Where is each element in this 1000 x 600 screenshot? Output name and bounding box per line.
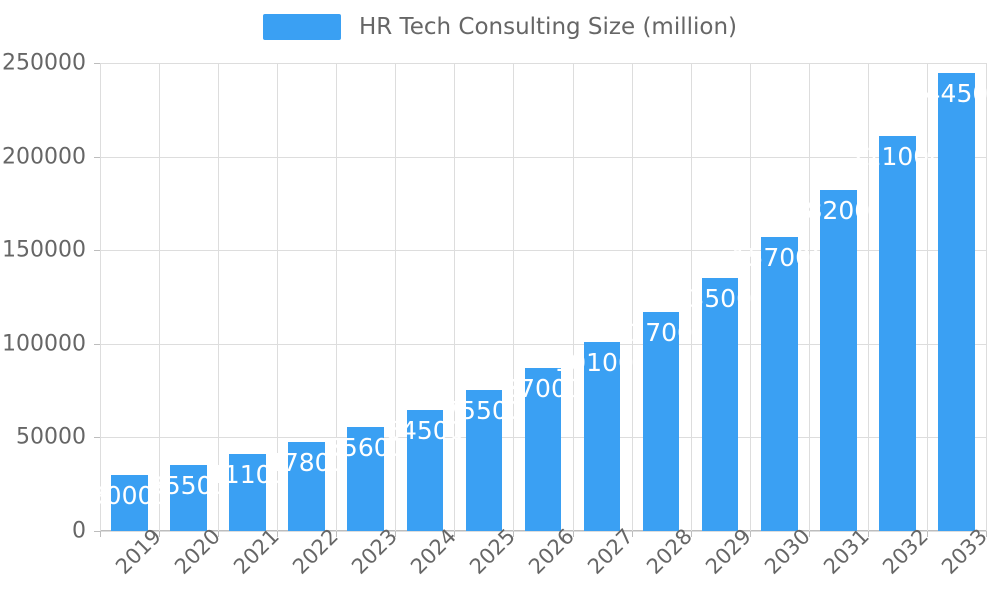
bar[interactable] [879, 136, 916, 531]
x-axis-tick-mark [809, 531, 810, 537]
bar[interactable] [583, 341, 621, 531]
gridline-vertical [159, 63, 160, 531]
x-axis-tick-label: 2020 [169, 524, 225, 579]
y-axis-tick-label: 50000 [16, 424, 86, 450]
gridline-vertical [986, 63, 987, 531]
bar[interactable] [465, 389, 503, 531]
y-axis-tick-mark [94, 156, 100, 158]
y-axis-tick-label: 100000 [2, 331, 86, 357]
bar[interactable] [347, 426, 385, 531]
gridline-vertical [750, 63, 751, 531]
x-axis-tick-label: 2029 [701, 524, 757, 579]
x-axis-tick-label: 2024 [405, 524, 461, 579]
x-axis-tick-mark [750, 531, 751, 537]
x-axis: 2019 2020 2021 2022 2023 2024 2025 2026 2027 2028… [100, 524, 993, 600]
gridline-vertical [927, 63, 928, 531]
gridline-vertical [454, 63, 455, 531]
x-axis-tick-mark [395, 531, 396, 537]
legend-item-label[interactable]: HR Tech Consulting Size (million) [358, 14, 738, 40]
gridline-vertical [395, 63, 396, 531]
y-axis-tick-mark [94, 250, 100, 252]
gridline-vertical [691, 63, 692, 531]
gridline-vertical [218, 63, 219, 531]
y-axis-tick-label: 250000 [2, 50, 86, 76]
gridline-vertical [573, 63, 574, 531]
y-axis-tick-label: 200000 [2, 144, 86, 170]
legend-swatch-icon[interactable] [262, 14, 341, 40]
x-axis-tick-mark [336, 531, 337, 537]
bar[interactable] [229, 454, 266, 531]
bar[interactable] [701, 278, 739, 531]
x-axis-tick-label: 2032 [878, 524, 934, 579]
y-axis-tick-mark [94, 531, 100, 532]
x-axis-tick-label: 2025 [465, 524, 520, 579]
bar[interactable] [760, 237, 798, 531]
x-axis-tick-mark [218, 531, 219, 537]
x-axis-tick-mark [513, 531, 514, 537]
x-axis-tick-mark [632, 531, 633, 537]
gridline-horizontal [100, 250, 986, 252]
y-axis: 0 50000 100000 150000 200000 250000 [0, 0, 100, 600]
x-axis-tick-label: 2021 [228, 524, 284, 579]
gridline-vertical [336, 63, 337, 531]
bar[interactable] [642, 311, 680, 531]
x-axis-tick-label: 2026 [524, 524, 579, 579]
gridline-vertical [868, 63, 869, 531]
y-axis-tick-label: 0 [72, 518, 86, 544]
x-axis-tick-label: 2030 [760, 524, 816, 579]
plot-area: 30000 35500 41100 47800 55600 64500 75500 87000… [90, 63, 1000, 537]
gridline-vertical [100, 63, 101, 531]
x-axis-tick-mark [100, 531, 101, 537]
chart-legend: HR Tech Consulting Size (million) [0, 14, 1000, 40]
bar[interactable] [820, 190, 857, 531]
bar[interactable] [938, 73, 975, 531]
x-axis-tick-mark [277, 531, 278, 537]
x-axis-tick-label: 2027 [583, 524, 638, 579]
y-axis-tick-mark [94, 437, 100, 439]
x-axis-tick-mark [986, 531, 987, 537]
x-axis-tick-mark [159, 531, 160, 537]
bar[interactable] [524, 368, 562, 531]
x-axis-tick-label: 2031 [819, 524, 875, 579]
bar[interactable] [111, 474, 148, 531]
x-axis-tick-mark [691, 531, 692, 537]
x-axis-tick-mark [927, 531, 928, 537]
gridline-vertical [513, 63, 514, 531]
x-axis-tick-label: 2033 [937, 524, 993, 579]
bar[interactable] [406, 410, 444, 531]
gridline-horizontal [100, 343, 986, 345]
gridline-horizontal [100, 156, 986, 158]
bar[interactable] [170, 464, 207, 531]
gridline-horizontal [100, 63, 986, 64]
y-axis-tick-label: 150000 [2, 237, 86, 263]
gridline-vertical [277, 63, 278, 531]
gridline-horizontal [100, 531, 986, 532]
x-axis-tick-label: 2019 [110, 524, 166, 579]
gridline-vertical [632, 63, 633, 531]
y-axis-tick-mark [94, 343, 100, 345]
x-axis-tick-label: 2028 [642, 524, 697, 579]
gridline-vertical [809, 63, 810, 531]
x-axis-tick-mark [573, 531, 574, 537]
x-axis-tick-label: 2022 [287, 524, 343, 579]
x-axis-tick-mark [454, 531, 455, 537]
x-axis-tick-label: 2023 [346, 524, 402, 579]
y-axis-tick-mark [94, 63, 100, 64]
x-axis-tick-mark [868, 531, 869, 537]
bar[interactable] [288, 441, 326, 531]
